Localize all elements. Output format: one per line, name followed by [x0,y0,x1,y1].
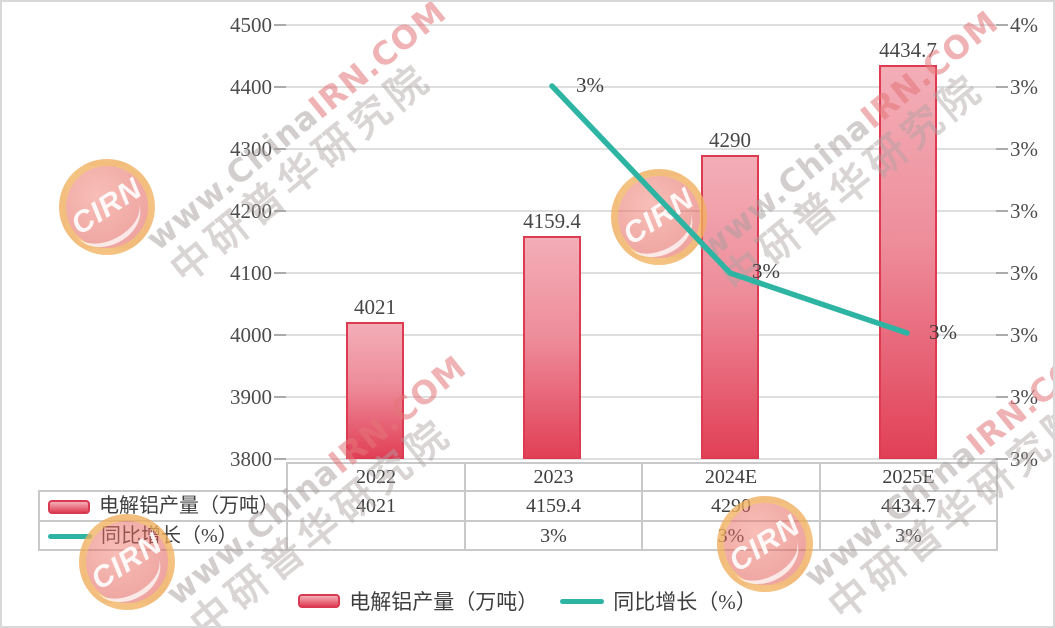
table-corner-blank [39,463,287,491]
production-cell: 4021 [286,490,466,522]
growth-row-label: 同比增长（%） [38,520,288,551]
legend-line-label: 同比增长（%） [613,590,757,614]
gridline [286,24,996,26]
watermark-url-red: IRN.COM [301,0,454,127]
left-axis-tick [274,86,286,88]
right-axis-label: 3% [1010,137,1038,161]
table-production-row: 电解铝产量（万吨） 4021 4159.4 4290 4434.7 [38,490,998,522]
cirn-logo-icon: CIRN [59,159,155,255]
left-axis-label: 3900 [230,385,272,409]
legend-item-growth: 同比增长（%） [560,586,757,616]
left-axis-tick [274,458,286,460]
right-axis-tick [996,148,1008,150]
left-axis-label: 3800 [230,447,272,471]
table-col-header-2024e: 2024E [641,462,821,492]
right-axis-tick [996,334,1008,336]
line-point-label: 3% [576,73,604,97]
right-axis-label: 3% [1010,447,1038,471]
right-axis-label: 3% [1010,199,1038,223]
table-col-header-2025e: 2025E [819,462,998,492]
right-axis-tick [996,86,1008,88]
growth-cell [286,520,466,551]
growth-cell: 3% [464,520,643,551]
right-axis-label: 4% [1010,13,1038,37]
growth-cell: 3% [819,520,998,551]
production-row-label: 电解铝产量（万吨） [38,490,288,522]
legend-bar-label: 电解铝产量（万吨） [349,590,539,614]
bar-2022: 4021 [346,295,404,459]
bar-2024e: 4290 [701,128,759,459]
gridline [286,458,996,460]
production-row-label-text: 电解铝产量（万吨） [99,495,279,517]
bar-series-swatch [48,500,90,514]
table-col-header-2023: 2023 [464,462,643,492]
left-axis-label: 4100 [230,261,272,285]
production-cell: 4290 [641,490,821,522]
legend-bar-swatch [298,594,341,608]
legend-item-production: 电解铝产量（万吨） [298,586,538,616]
cirn-logo-icon: CIRN [611,169,707,265]
left-axis-label: 4300 [230,137,272,161]
left-axis-tick [274,210,286,212]
right-axis-tick [996,458,1008,460]
data-table: 2022 2023 2024E 2025E 电解铝产量（万吨） 4021 415… [38,462,998,551]
bar-value-label: 4290 [709,128,751,152]
left-axis-tick [274,148,286,150]
bar-2025e: 4434.7 [879,38,937,459]
right-axis-tick [996,272,1008,274]
left-axis-tick [274,334,286,336]
left-axis-label: 4500 [230,13,272,37]
bar-value-label: 4434.7 [879,38,937,62]
bar-2023: 4159.4 [523,209,581,459]
watermark-url-gray: www.China [138,96,326,258]
cirn-logo-text: CIRN [617,181,701,252]
left-axis-tick [274,24,286,26]
right-axis-tick [996,24,1008,26]
right-axis-label: 3% [1010,323,1038,347]
bar-value-label: 4021 [354,295,396,319]
right-axis-label: 3% [1010,261,1038,285]
production-cell: 4434.7 [819,490,998,522]
gridline [286,396,996,398]
bar-value-label: 4159.4 [523,209,581,233]
right-axis-label: 3% [1010,75,1038,99]
table-col-header-2022: 2022 [286,462,466,492]
right-axis-tick [996,396,1008,398]
table-growth-row: 同比增长（%） 3% 3% 3% [38,520,998,551]
line-point-label: 3% [929,320,957,344]
growth-cell: 3% [641,520,821,551]
line-point-label: 3% [752,259,780,283]
growth-row-label-text: 同比增长（%） [101,524,238,547]
right-axis-label: 3% [1010,385,1038,409]
left-axis-label: 4400 [230,75,272,99]
left-axis-tick [274,272,286,274]
legend: 电解铝产量（万吨） 同比增长（%） [2,586,1053,616]
left-axis-label: 4000 [230,323,272,347]
line-series-swatch [48,533,92,539]
legend-line-swatch [560,598,605,604]
production-cell: 4159.4 [464,490,643,522]
cirn-logo-text: CIRN [65,171,149,242]
table-header-row: 2022 2023 2024E 2025E [39,462,998,492]
right-axis-tick [996,210,1008,212]
left-axis-label: 4200 [230,199,272,223]
left-axis-tick [274,396,286,398]
